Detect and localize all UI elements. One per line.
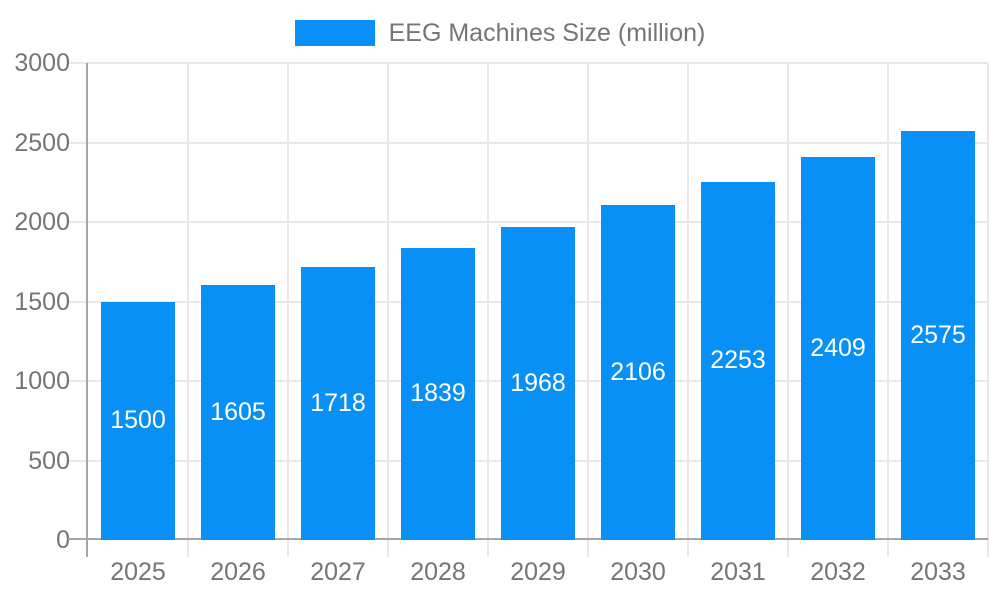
y-gridline [68, 221, 988, 223]
bar-value-label: 1718 [310, 388, 366, 417]
bar-value-label: 2106 [610, 358, 666, 387]
bar-value-label: 2575 [910, 320, 966, 349]
legend-swatch-icon [294, 20, 375, 46]
bar: 1605 [201, 284, 275, 540]
bar: 1968 [501, 227, 575, 540]
y-gridline [68, 62, 988, 64]
chart-legend[interactable]: EEG Machines Size (million) [0, 17, 1000, 49]
x-axis-tick-label: 2031 [710, 558, 766, 586]
bar: 2409 [801, 156, 875, 540]
bar: 1718 [301, 266, 375, 540]
bar: 1839 [401, 247, 475, 540]
x-axis-tick-label: 2025 [110, 558, 166, 586]
x-gridline [487, 63, 489, 557]
x-gridline [687, 63, 689, 557]
x-gridline [187, 63, 189, 557]
y-axis-tick-label: 2500 [14, 128, 70, 157]
x-gridline [787, 63, 789, 557]
bar: 2575 [901, 130, 975, 540]
x-axis-tick-label: 2029 [510, 558, 566, 586]
x-gridline [587, 63, 589, 557]
bar-value-label: 1968 [510, 369, 566, 398]
bar: 2106 [601, 205, 675, 540]
bar: 2253 [701, 181, 775, 540]
y-axis-tick-label: 500 [28, 446, 70, 475]
y-axis-tick-label: 3000 [14, 49, 70, 77]
y-axis-tick-label: 0 [56, 526, 70, 554]
x-axis-tick-label: 2033 [910, 558, 966, 586]
x-gridline [987, 63, 989, 557]
bar-value-label: 1605 [210, 397, 266, 426]
bar-value-label: 1500 [110, 406, 166, 435]
bar-value-label: 2409 [810, 333, 866, 362]
plot-area: 0 500 1000 1500 2000 2500 3000 1500 2025 1605 2026… [14, 49, 989, 586]
y-axis-tick-label: 1000 [14, 367, 70, 395]
bar: 1500 [101, 301, 175, 540]
y-axis-tick-label: 2000 [14, 208, 70, 236]
x-axis-tick-label: 2027 [310, 558, 366, 586]
bar-value-label: 2253 [710, 346, 766, 375]
x-axis-tick-label: 2026 [210, 558, 266, 586]
x-axis-tick-label: 2032 [810, 558, 866, 586]
x-gridline [387, 63, 389, 557]
x-axis-tick-label: 2028 [410, 558, 466, 586]
x-gridline [287, 63, 289, 557]
y-axis-line [86, 63, 88, 557]
y-gridline [68, 141, 988, 144]
x-axis-tick-label: 2030 [610, 558, 666, 586]
legend-label: EEG Machines Size (million) [388, 18, 706, 47]
y-axis-tick-label: 1500 [14, 287, 70, 316]
bar-value-label: 1839 [410, 379, 466, 408]
x-gridline [887, 63, 889, 557]
